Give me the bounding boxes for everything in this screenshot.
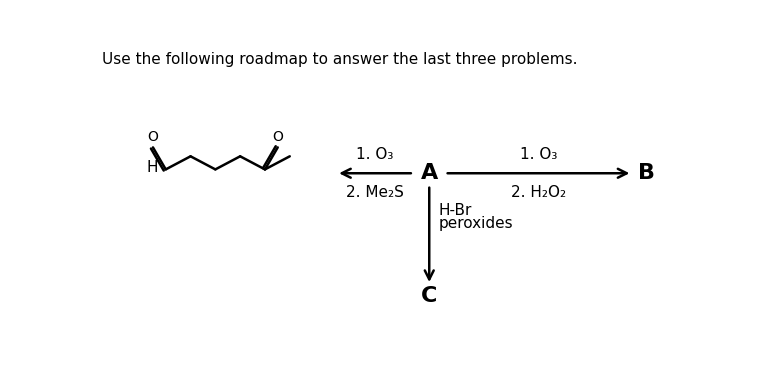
Text: peroxides: peroxides bbox=[439, 216, 513, 231]
Text: Use the following roadmap to answer the last three problems.: Use the following roadmap to answer the … bbox=[102, 52, 578, 67]
Text: C: C bbox=[421, 286, 438, 306]
Text: H: H bbox=[147, 160, 158, 174]
Text: 2. H₂O₂: 2. H₂O₂ bbox=[511, 185, 566, 200]
Text: H-Br: H-Br bbox=[439, 203, 472, 218]
Text: 2. Me₂S: 2. Me₂S bbox=[346, 185, 404, 200]
Text: 1. O₃: 1. O₃ bbox=[356, 147, 394, 162]
Text: 1. O₃: 1. O₃ bbox=[520, 147, 558, 162]
Text: B: B bbox=[637, 163, 655, 183]
Text: O: O bbox=[273, 130, 283, 144]
Text: O: O bbox=[147, 130, 158, 144]
Text: A: A bbox=[421, 163, 438, 183]
